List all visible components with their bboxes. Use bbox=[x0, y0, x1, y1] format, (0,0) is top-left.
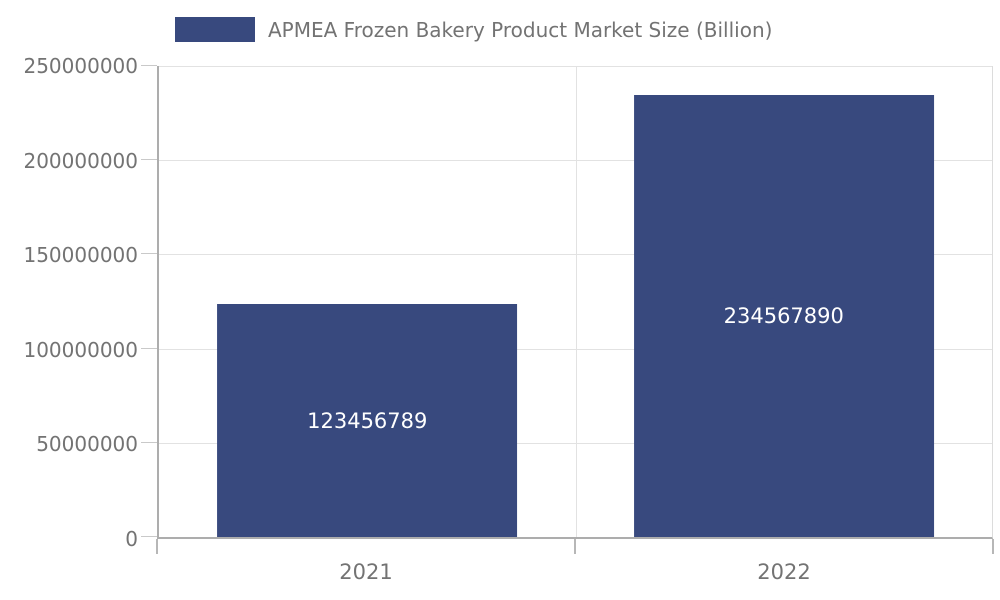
y-tick-label: 0 bbox=[125, 527, 138, 551]
legend-swatch-icon bbox=[175, 17, 255, 42]
x-tick-mark bbox=[156, 539, 158, 554]
y-tick-mark bbox=[141, 253, 157, 255]
y-tick-mark bbox=[141, 65, 157, 66]
x-tick-label: 2021 bbox=[339, 560, 393, 584]
y-tick-label: 100000000 bbox=[23, 337, 138, 362]
y-tick-mark bbox=[141, 536, 157, 537]
legend[interactable]: APMEA Frozen Bakery Product Market Size … bbox=[175, 17, 772, 42]
x-tick-mark bbox=[574, 539, 576, 554]
bar-2021[interactable]: 123456789 bbox=[217, 304, 518, 537]
legend-label: APMEA Frozen Bakery Product Market Size … bbox=[268, 17, 773, 42]
y-tick-mark bbox=[141, 441, 157, 443]
y-tick-label: 50000000 bbox=[36, 432, 138, 457]
category-boundary-gridline bbox=[575, 66, 577, 537]
bar-value-label: 123456789 bbox=[307, 408, 428, 433]
x-tick-label: 2022 bbox=[757, 560, 811, 584]
bar-2022[interactable]: 234567890 bbox=[633, 95, 934, 537]
y-tick-mark bbox=[141, 347, 157, 349]
y-tick-label: 200000000 bbox=[23, 148, 138, 173]
x-tick-mark bbox=[992, 539, 994, 554]
y-tick-label: 250000000 bbox=[23, 54, 138, 78]
y-tick-mark bbox=[141, 159, 157, 161]
y-tick-label: 150000000 bbox=[23, 243, 138, 268]
plot-area: 123456789 234567890 bbox=[141, 65, 993, 539]
bar-value-label: 234567890 bbox=[723, 304, 844, 329]
y-axis-labels: 0 50000000 100000000 150000000 200000000 2500… bbox=[0, 56, 138, 549]
x-axis-labels: 2021 2022 bbox=[156, 539, 994, 594]
